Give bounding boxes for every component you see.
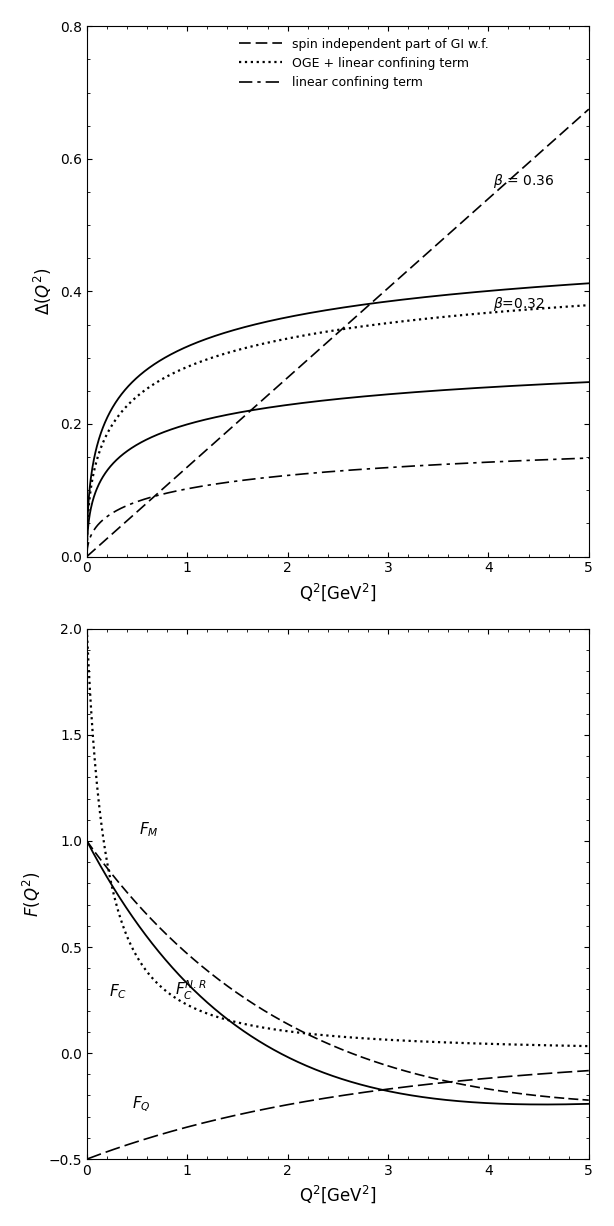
Text: $F_C^{N.R}$: $F_C^{N.R}$ [175,980,207,1003]
Y-axis label: $F(Q^2)$: $F(Q^2)$ [21,872,43,917]
Text: $\beta$ = 0.36: $\beta$ = 0.36 [494,173,554,190]
Text: $\beta$=0.32: $\beta$=0.32 [494,295,545,313]
X-axis label: Q$^2$[GeV$^2$]: Q$^2$[GeV$^2$] [299,1183,376,1205]
Text: $F_Q$: $F_Q$ [132,1095,150,1114]
Text: $F_M$: $F_M$ [139,820,158,840]
Text: $F_C$: $F_C$ [109,982,127,1000]
Legend: spin independent part of GI w.f., OGE + linear confining term, linear confining : spin independent part of GI w.f., OGE + … [234,33,494,94]
X-axis label: Q$^2$[GeV$^2$]: Q$^2$[GeV$^2$] [299,581,376,603]
Y-axis label: $\Delta(Q^2)$: $\Delta(Q^2)$ [33,267,55,315]
